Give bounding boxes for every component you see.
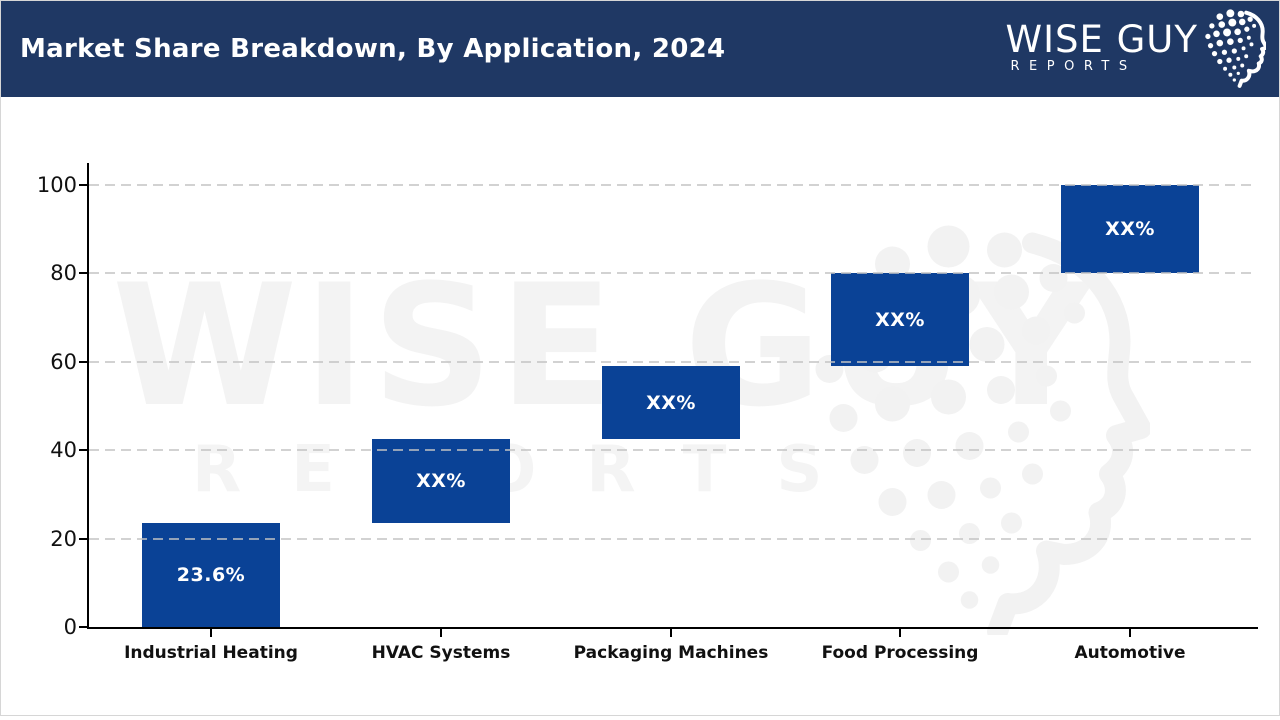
y-tick-label: 0 bbox=[63, 615, 77, 639]
x-tick-mark bbox=[210, 629, 212, 637]
bar-food-processing: XX% bbox=[831, 273, 969, 367]
x-category-label: Industrial Heating bbox=[124, 643, 298, 663]
x-category-label: Automotive bbox=[1074, 643, 1186, 663]
x-tick-mark bbox=[899, 629, 901, 637]
bar-value-label: 23.6% bbox=[176, 563, 246, 586]
logo-head-icon bbox=[1200, 6, 1266, 88]
gridline-40 bbox=[89, 449, 1255, 452]
logo-wordmark: WISE GUY bbox=[1005, 18, 1198, 62]
x-axis-line bbox=[87, 627, 1258, 629]
y-tick-label: 20 bbox=[50, 526, 77, 551]
y-tick-mark bbox=[79, 626, 87, 628]
gridline-60 bbox=[89, 360, 1255, 363]
logo-subtitle: REPORTS bbox=[1010, 58, 1137, 74]
gridline-100 bbox=[89, 184, 1255, 187]
y-tick-mark bbox=[79, 184, 87, 187]
bar-value-label: XX% bbox=[416, 469, 466, 492]
logo-text: WISE GUY REPORTS bbox=[1005, 18, 1198, 74]
x-tick-mark bbox=[440, 629, 442, 637]
gridline-20 bbox=[89, 537, 1255, 540]
x-tick-mark bbox=[670, 629, 672, 637]
x-category-label: Packaging Machines bbox=[573, 643, 769, 663]
y-tick-label: 100 bbox=[36, 173, 77, 198]
bar-automotive: XX% bbox=[1061, 185, 1199, 274]
x-category-label: HVAC Systems bbox=[371, 643, 511, 663]
x-tick-mark bbox=[1129, 629, 1131, 637]
y-tick-label: 60 bbox=[50, 349, 77, 374]
bar-packaging-machines: XX% bbox=[602, 366, 740, 439]
bar-value-label: XX% bbox=[1105, 218, 1155, 241]
bar-value-label: XX% bbox=[646, 391, 696, 414]
y-axis-line bbox=[87, 163, 89, 629]
bar-value-label: XX% bbox=[875, 308, 925, 331]
x-category-label: Food Processing bbox=[821, 643, 979, 663]
y-tick-mark bbox=[79, 449, 87, 452]
bar-industrial-heating: 23.6% bbox=[142, 522, 280, 627]
header-bar: Market Share Breakdown, By Application, … bbox=[0, 0, 1280, 97]
waterfall-chart: 0 20 40 60 80 100 23.6% Industrial Heating XX% HV… bbox=[0, 97, 1280, 720]
bar-hvac-systems: XX% bbox=[372, 438, 510, 523]
wiseguy-logo: WISE GUY REPORTS bbox=[1006, 6, 1266, 88]
y-tick-label: 80 bbox=[50, 261, 77, 286]
y-tick-mark bbox=[79, 272, 87, 275]
y-tick-mark bbox=[79, 360, 87, 363]
gridline-80 bbox=[89, 272, 1255, 275]
page-title: Market Share Breakdown, By Application, … bbox=[20, 33, 726, 64]
y-tick-label: 40 bbox=[50, 438, 77, 463]
y-tick-mark bbox=[79, 537, 87, 540]
